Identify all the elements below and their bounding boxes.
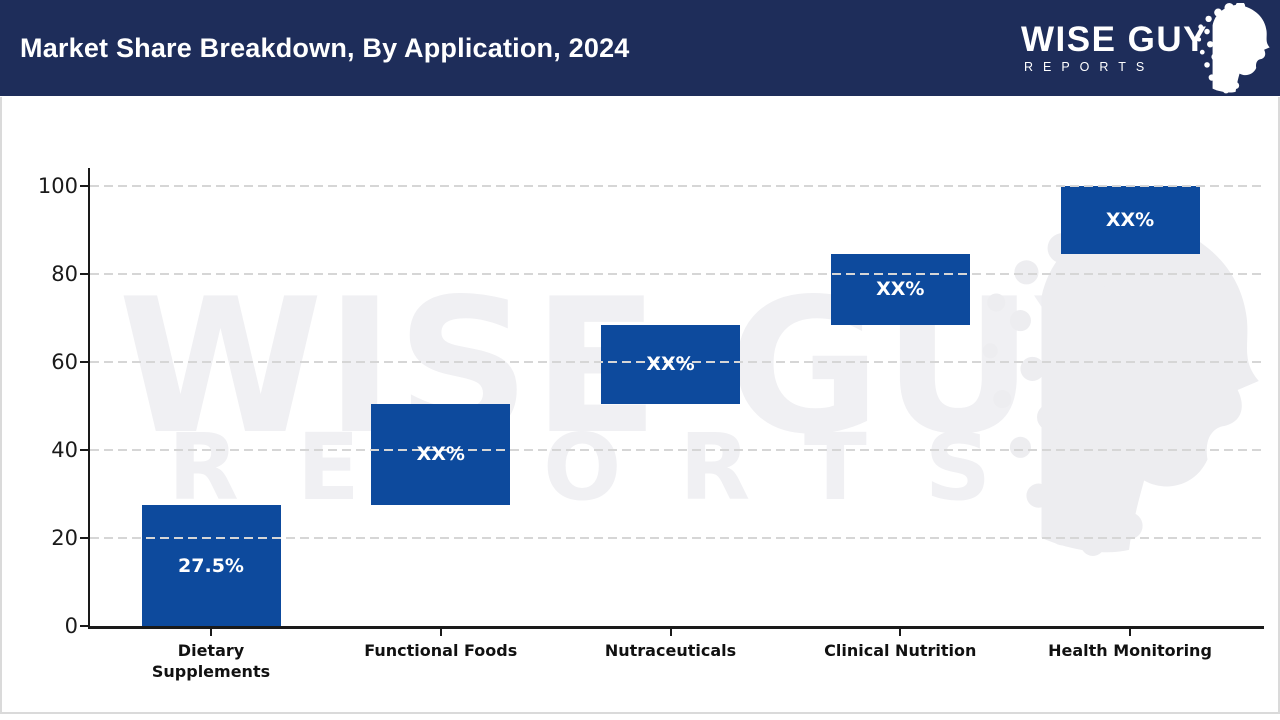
brand-subtitle: REPORTS: [1023, 60, 1155, 74]
y-tick-label: 40: [51, 438, 78, 462]
waterfall-bar: [601, 324, 740, 404]
y-axis-line: [88, 168, 90, 629]
x-tick-label: Clinical Nutrition: [824, 641, 977, 660]
x-tick-label: Dietary Supplements: [151, 641, 271, 681]
x-tick-label: Nutraceuticals: [604, 641, 737, 660]
brand-logo-text: WISE GUY REPORTS: [1020, 20, 1208, 74]
frame-border-bottom: [0, 712, 1280, 714]
x-tick-mark: [1129, 629, 1131, 636]
page-title: Market Share Breakdown, By Application, …: [20, 33, 630, 63]
x-tick-mark: [439, 629, 442, 636]
waterfall-bar: [1060, 186, 1200, 255]
waterfall-bar: [830, 254, 970, 325]
y-tick-mark: [80, 361, 88, 363]
y-tick-label: 60: [51, 350, 78, 374]
y-tick-mark: [80, 449, 88, 451]
waterfall-bar: [141, 505, 281, 626]
frame-border-right: [1278, 97, 1280, 714]
y-tick-label: 20: [51, 526, 78, 550]
brand-name: WISE GUY: [1020, 20, 1208, 59]
bar-value-label: XX%: [876, 278, 925, 301]
y-tick-mark: [80, 273, 88, 275]
watermark-text-line2: REPORTS: [168, 414, 1050, 521]
y-tick-label: 100: [37, 174, 78, 198]
y-tick-mark: [80, 625, 88, 627]
y-tick-label: 80: [51, 262, 78, 286]
bar-value-label: 27.5%: [178, 554, 244, 577]
gridline: [90, 273, 1262, 275]
gridline: [90, 449, 1262, 451]
gridline: [90, 361, 1262, 363]
x-tick-label: Functional Foods: [364, 641, 518, 660]
bar-value-label: XX%: [416, 443, 465, 466]
frame-border-left: [0, 97, 2, 714]
x-axis-line: [88, 626, 1264, 629]
gridline: [90, 537, 1262, 539]
y-tick-label: 0: [64, 614, 78, 638]
x-tick-label: Health Monitoring: [1048, 641, 1212, 660]
x-tick-mark: [899, 629, 902, 636]
y-tick-mark: [80, 537, 88, 539]
watermark-head-icon: [972, 212, 1274, 562]
y-tick-mark: [80, 185, 88, 187]
x-tick-mark: [210, 629, 212, 636]
header-bar: Market Share Breakdown, By Application, …: [0, 0, 1280, 97]
waterfall-bar: [371, 403, 511, 505]
chart-canvas: WISE GUY REPORTS 0 20 40 60 80 100 Dietary Sup…: [0, 96, 1280, 713]
x-tick-mark: [669, 629, 672, 636]
bar-value-label: XX%: [1105, 209, 1155, 232]
gridline: [90, 185, 1262, 187]
bar-value-label: XX%: [646, 353, 695, 376]
brand-logo: WISE GUY REPORTS: [1021, 3, 1274, 95]
